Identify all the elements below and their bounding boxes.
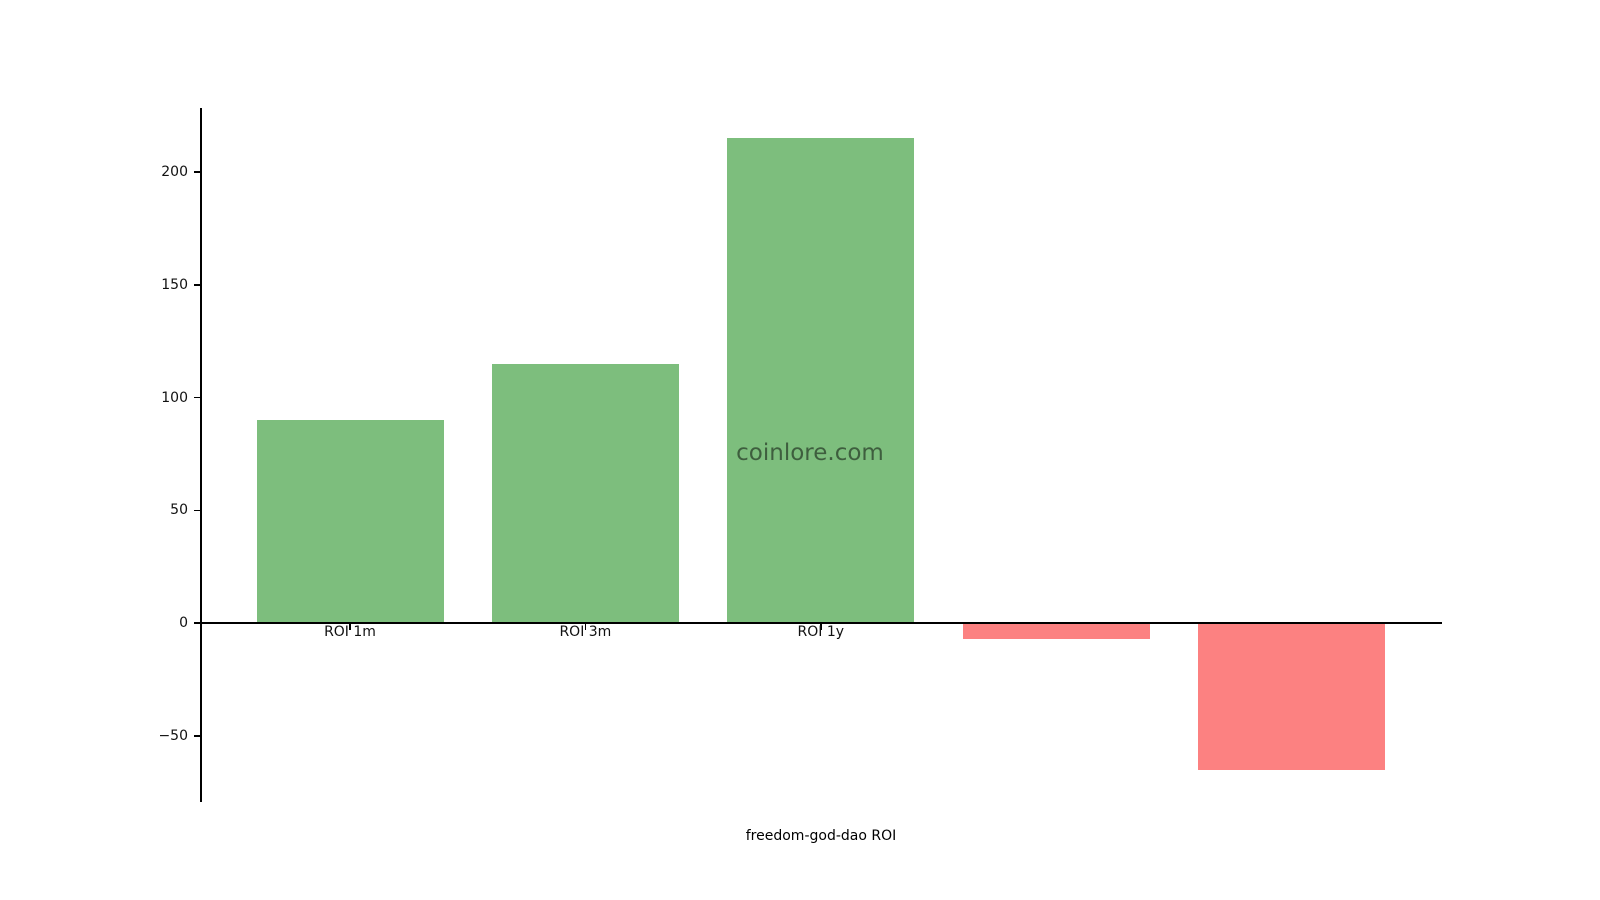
- y-tick-label: 50: [170, 502, 188, 519]
- y-tick-mark: [194, 284, 200, 286]
- y-tick-mark: [194, 622, 200, 624]
- x-tick-label: ROI 1m: [324, 623, 376, 640]
- y-tick-mark: [194, 396, 200, 399]
- y-tick-label: 150: [161, 276, 188, 293]
- y-tick-label: −50: [158, 727, 188, 744]
- y-tick-label: 100: [161, 389, 188, 406]
- y-axis-line: [200, 108, 202, 802]
- y-tick-mark: [194, 735, 200, 737]
- bar: [491, 363, 679, 623]
- bar: [1198, 623, 1386, 770]
- x-tick-mark: [349, 623, 351, 630]
- y-tick-mark: [194, 509, 200, 511]
- x-tick-mark: [820, 623, 822, 630]
- x-tick-label: ROI 3m: [559, 623, 612, 640]
- y-tick-mark: [194, 171, 200, 173]
- bar: [727, 138, 915, 623]
- bar: [256, 420, 444, 623]
- y-tick-label: 200: [161, 164, 188, 180]
- x-axis-line: [200, 622, 1442, 624]
- x-tick-mark: [584, 623, 587, 630]
- y-tick-label: 0: [179, 615, 188, 631]
- chart-title: freedom-god-dao ROI: [745, 828, 897, 844]
- watermark-text: coinlore.com: [736, 440, 884, 466]
- x-tick-label: ROI 1y: [797, 623, 845, 640]
- bar: [962, 623, 1150, 639]
